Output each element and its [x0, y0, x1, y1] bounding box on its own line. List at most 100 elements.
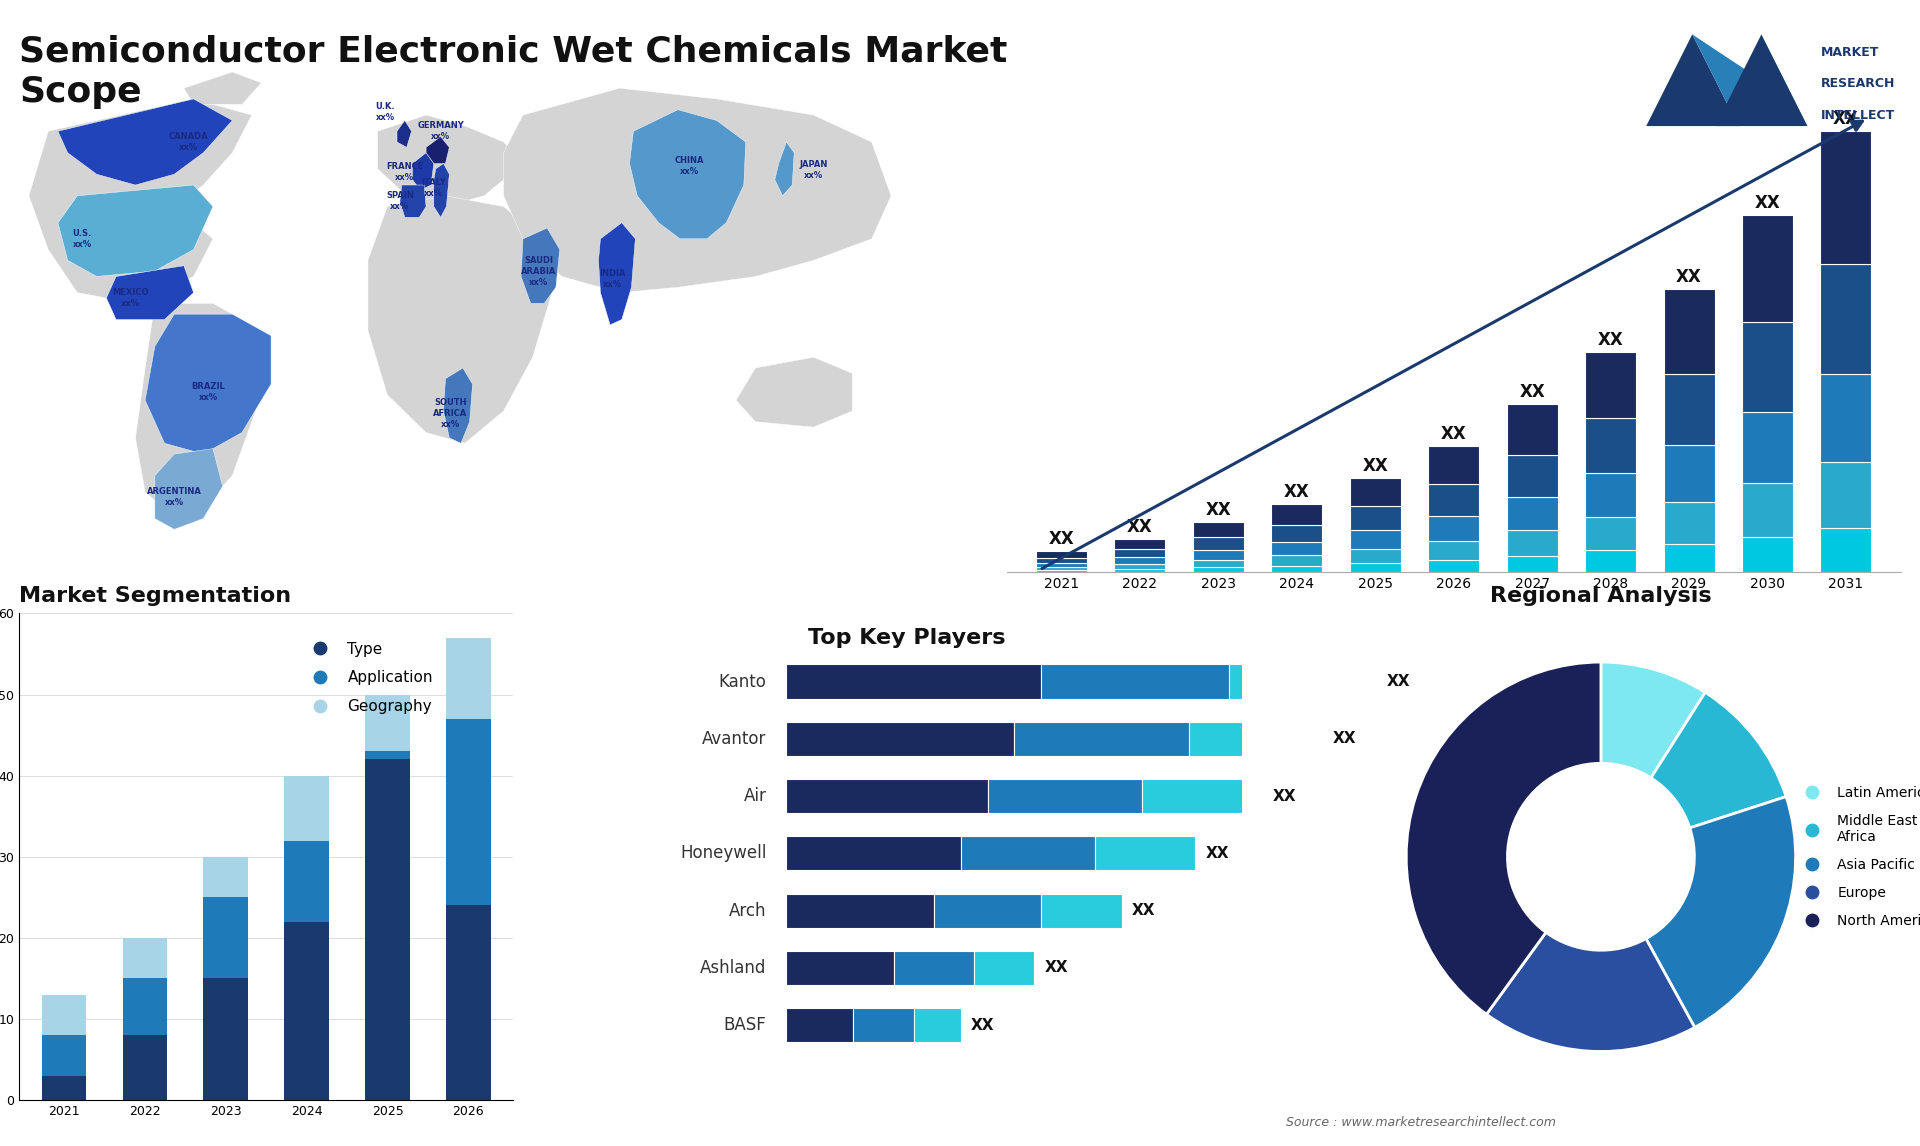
Bar [1114, 564, 1165, 570]
Text: Ashland: Ashland [701, 959, 766, 976]
FancyBboxPatch shape [1041, 665, 1229, 699]
Wedge shape [1405, 662, 1601, 1014]
Text: CHINA
xx%: CHINA xx% [674, 156, 705, 176]
Bar [1663, 289, 1715, 374]
Bar [1192, 521, 1244, 537]
Bar [1428, 516, 1478, 541]
Text: XX: XX [1206, 501, 1231, 519]
Text: ARGENTINA
xx%: ARGENTINA xx% [146, 487, 202, 508]
Bar [1820, 264, 1872, 374]
Polygon shape [1692, 34, 1761, 126]
Polygon shape [434, 164, 449, 218]
FancyBboxPatch shape [1142, 779, 1261, 814]
Wedge shape [1645, 796, 1795, 1028]
Bar [445, 637, 492, 719]
Bar [42, 995, 86, 1035]
Bar [204, 857, 248, 897]
Bar [1820, 132, 1872, 264]
Bar [1350, 563, 1402, 572]
FancyBboxPatch shape [933, 894, 1041, 927]
Polygon shape [369, 196, 553, 444]
FancyBboxPatch shape [787, 779, 987, 814]
Text: XX: XX [1044, 960, 1068, 975]
FancyBboxPatch shape [1094, 837, 1196, 870]
Bar [123, 937, 167, 979]
Bar [284, 921, 328, 1100]
FancyBboxPatch shape [893, 951, 973, 984]
Polygon shape [503, 88, 891, 292]
Bar [1586, 418, 1636, 473]
FancyBboxPatch shape [787, 1008, 854, 1042]
Bar [1586, 517, 1636, 550]
Text: XX: XX [1386, 674, 1409, 689]
Polygon shape [776, 142, 795, 196]
Bar [1507, 531, 1557, 556]
Bar [1037, 551, 1087, 558]
Bar [1507, 556, 1557, 572]
Text: XX: XX [1273, 788, 1296, 803]
Bar [1271, 504, 1323, 525]
Text: XX: XX [1363, 457, 1388, 474]
Bar [1428, 541, 1478, 559]
Bar [1037, 558, 1087, 563]
Bar [1037, 571, 1087, 572]
Text: SAUDI
ARABIA
xx%: SAUDI ARABIA xx% [520, 256, 557, 286]
FancyBboxPatch shape [960, 837, 1094, 870]
Bar [1271, 525, 1323, 542]
Bar [1350, 478, 1402, 507]
Text: XX: XX [1519, 383, 1546, 401]
Polygon shape [58, 99, 232, 185]
Bar [1741, 322, 1793, 411]
Bar [1820, 462, 1872, 528]
Bar [445, 719, 492, 905]
Bar [1114, 549, 1165, 557]
FancyBboxPatch shape [1014, 722, 1188, 756]
Text: SOUTH
AFRICA
xx%: SOUTH AFRICA xx% [434, 398, 467, 430]
Polygon shape [735, 358, 852, 427]
FancyBboxPatch shape [1041, 894, 1121, 927]
Text: Avantor: Avantor [703, 730, 766, 748]
Bar [1428, 485, 1478, 516]
Text: GERMANY
xx%: GERMANY xx% [417, 121, 465, 141]
Polygon shape [399, 185, 426, 218]
Polygon shape [136, 304, 271, 519]
Text: Kanto: Kanto [718, 673, 766, 691]
Bar [1663, 445, 1715, 502]
Polygon shape [1645, 34, 1738, 126]
Wedge shape [1601, 662, 1705, 778]
Text: MARKET: MARKET [1822, 46, 1880, 58]
Bar [1428, 559, 1478, 572]
Legend: Type, Application, Geography: Type, Application, Geography [298, 636, 440, 721]
Text: Top Key Players: Top Key Players [808, 628, 1006, 647]
Bar [1820, 528, 1872, 572]
Text: Source : www.marketresearchintellect.com: Source : www.marketresearchintellect.com [1286, 1116, 1555, 1129]
Bar [1192, 567, 1244, 572]
FancyBboxPatch shape [987, 779, 1142, 814]
Text: XX: XX [1284, 482, 1309, 501]
Bar [1350, 507, 1402, 529]
Text: CANADA
xx%: CANADA xx% [169, 132, 209, 152]
Bar [1586, 352, 1636, 418]
Text: U.K.
xx%: U.K. xx% [376, 102, 396, 123]
Text: ITALY
xx%: ITALY xx% [422, 178, 445, 198]
Bar [42, 1035, 86, 1076]
Text: XX: XX [972, 1018, 995, 1033]
Polygon shape [106, 266, 194, 320]
Bar [1586, 473, 1636, 517]
Bar [123, 979, 167, 1035]
FancyBboxPatch shape [787, 837, 960, 870]
Text: XX: XX [1676, 268, 1701, 285]
Polygon shape [146, 314, 271, 454]
Text: Market Segmentation: Market Segmentation [19, 587, 292, 606]
Bar [365, 694, 409, 752]
Polygon shape [444, 368, 472, 444]
FancyBboxPatch shape [787, 722, 1014, 756]
Polygon shape [397, 120, 411, 148]
Bar [1663, 374, 1715, 445]
Bar [1741, 411, 1793, 484]
Bar [1192, 550, 1244, 559]
Bar [1507, 405, 1557, 455]
Bar [445, 905, 492, 1100]
FancyBboxPatch shape [787, 894, 933, 927]
Bar [1114, 557, 1165, 564]
